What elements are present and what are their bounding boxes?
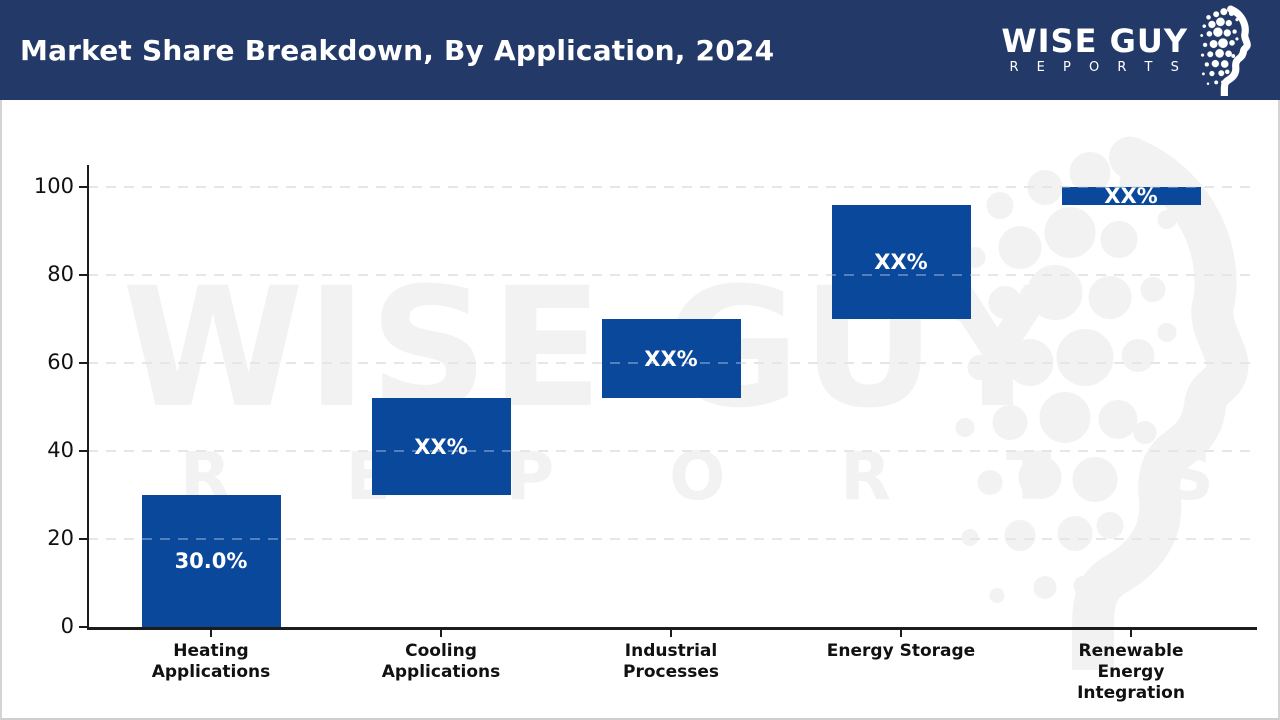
x-axis-tick bbox=[670, 630, 672, 637]
x-axis-line bbox=[87, 627, 1257, 630]
x-axis-category-label: Industrial Processes bbox=[622, 641, 719, 682]
y-axis-tick bbox=[79, 274, 87, 276]
y-axis-tick-label: 20 bbox=[47, 526, 74, 550]
y-axis-line bbox=[87, 165, 89, 629]
brand-head-logo-icon bbox=[1184, 4, 1262, 96]
y-axis-tick bbox=[79, 538, 87, 540]
x-axis-tick bbox=[210, 630, 212, 637]
gridline-overlay bbox=[88, 538, 1256, 540]
gridline-overlay bbox=[88, 186, 1256, 188]
bar-value-label: XX% bbox=[414, 434, 468, 459]
brand-subtitle: R E P O R T S bbox=[1009, 60, 1186, 75]
gridline bbox=[88, 186, 1256, 188]
y-axis-tick bbox=[79, 362, 87, 364]
y-axis-tick-label: 80 bbox=[47, 262, 74, 286]
x-axis-tick bbox=[1130, 630, 1132, 637]
header-bar: Market Share Breakdown, By Application, … bbox=[0, 0, 1280, 100]
bar-value-label: XX% bbox=[1104, 183, 1158, 208]
gridline-overlay bbox=[88, 274, 1256, 276]
y-axis-tick-label: 100 bbox=[33, 174, 74, 198]
bar-value-label: XX% bbox=[874, 249, 928, 274]
gridline-overlay bbox=[88, 362, 1256, 364]
y-axis-tick bbox=[79, 626, 87, 628]
bar-segment: XX% bbox=[831, 204, 971, 319]
bar-segment: 30.0% bbox=[141, 495, 281, 627]
gridline bbox=[88, 450, 1256, 452]
brand-logo-text: WISE GUY R E P O R T S bbox=[1001, 24, 1188, 76]
x-axis-category-label: Renewable Energy Integration bbox=[1077, 641, 1185, 703]
brand-logo: WISE GUY R E P O R T S bbox=[1001, 0, 1262, 100]
y-axis-tick bbox=[79, 450, 87, 452]
gridline-overlay bbox=[88, 450, 1256, 452]
x-axis-tick bbox=[900, 630, 902, 637]
bar-segment: XX% bbox=[371, 398, 511, 495]
x-axis-tick bbox=[440, 630, 442, 637]
gridline bbox=[88, 274, 1256, 276]
y-axis-tick-label: 40 bbox=[47, 438, 74, 462]
page-title: Market Share Breakdown, By Application, … bbox=[20, 33, 775, 67]
bar-value-label: XX% bbox=[644, 346, 698, 371]
bar-segment: XX% bbox=[601, 319, 741, 399]
brand-name: WISE GUY bbox=[1001, 22, 1188, 60]
x-axis-category-label: Energy Storage bbox=[826, 641, 976, 661]
bar-segment: XX% bbox=[1061, 183, 1201, 208]
y-axis-tick bbox=[79, 186, 87, 188]
y-axis-tick-label: 0 bbox=[60, 614, 74, 638]
x-axis-category-label: Cooling Applications bbox=[381, 641, 501, 682]
bar-value-label: 30.0% bbox=[174, 549, 248, 573]
x-axis-category-label: Heating Applications bbox=[151, 641, 271, 682]
gridline bbox=[88, 538, 1256, 540]
y-axis-tick-label: 60 bbox=[47, 350, 74, 374]
